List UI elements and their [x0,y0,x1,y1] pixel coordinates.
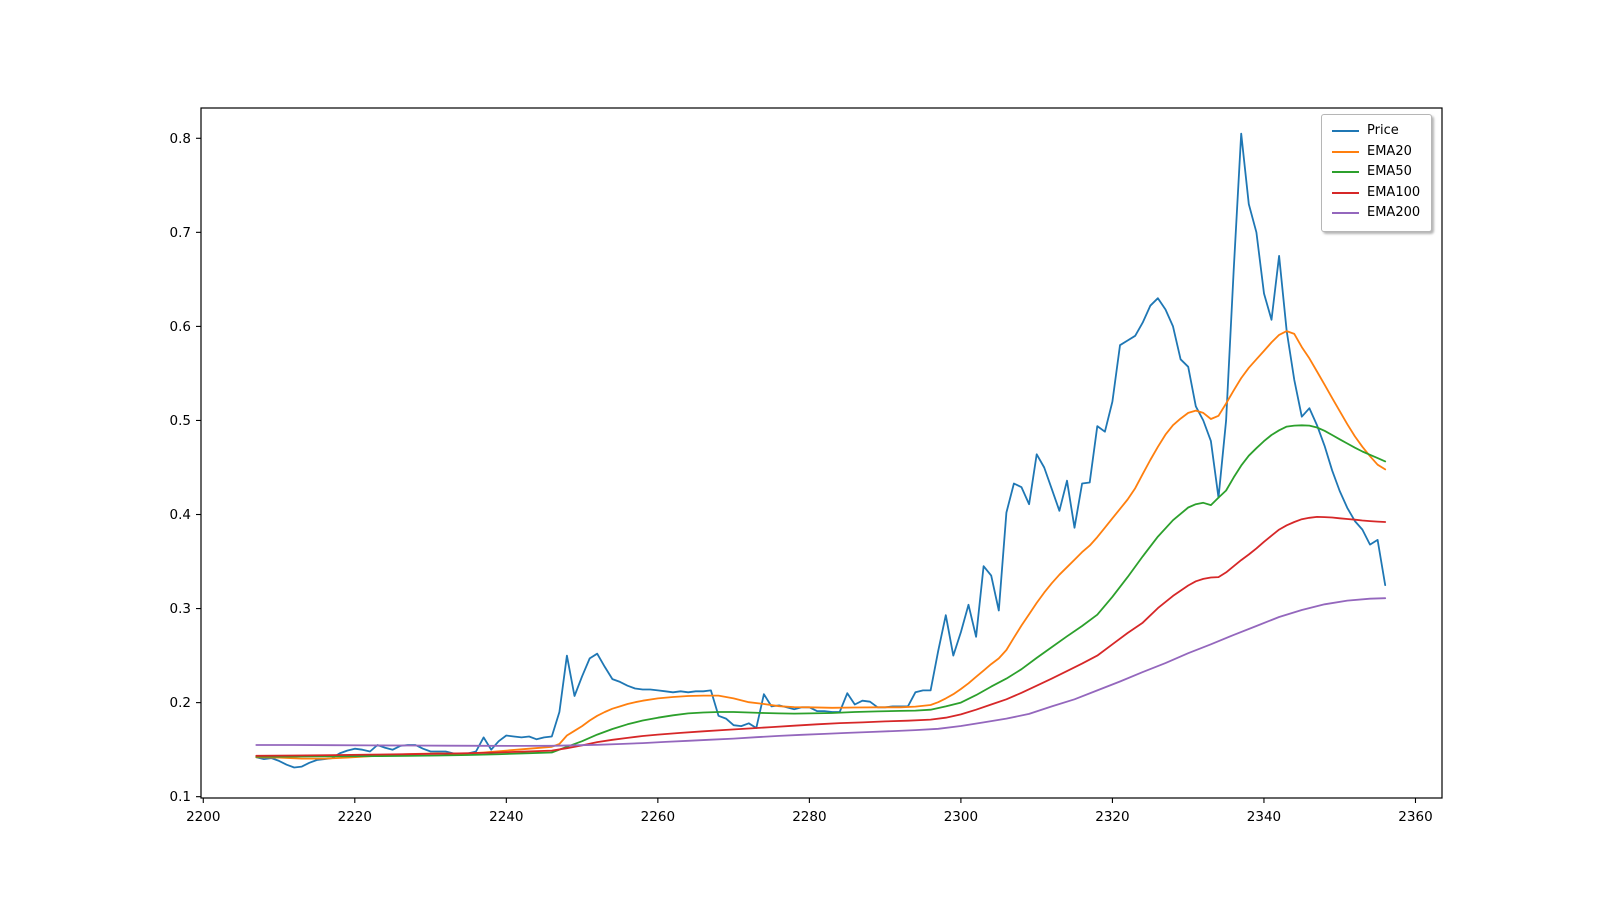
legend-line-sample [1332,171,1359,174]
legend: Price EMA20 EMA50 EMA100 EMA200 [1321,114,1433,232]
line-ema50 [255,424,1387,758]
legend-label: EMA100 [1367,184,1421,200]
x-tick-label: 2300 [944,809,978,825]
legend-line-sample [1332,212,1359,215]
legend-label: EMA50 [1367,164,1412,180]
y-tick-label: 0.6 [170,319,191,335]
legend-item-price: Price [1332,121,1420,142]
axis-tick-labels: 2200 2220 2240 2260 2280 2300 2320 2340 2360 0.1 0… [170,131,1433,825]
x-tick-label: 2280 [792,809,826,825]
plot-border [200,107,1443,799]
y-tick-label: 0.7 [170,225,191,241]
x-tick-label: 2240 [489,809,523,825]
series-lines [255,132,1387,769]
legend-item-ema100: EMA100 [1332,183,1420,204]
x-tick-label: 2340 [1247,809,1281,825]
legend-label: EMA20 [1367,143,1412,159]
legend-label: EMA200 [1367,205,1421,221]
x-tick-label: 2360 [1398,809,1432,825]
legend-line-sample [1332,130,1359,133]
line-ema100 [255,516,1387,757]
y-tick-label: 0.4 [170,507,191,523]
y-tick-label: 0.8 [170,131,191,147]
x-tick-label: 2220 [338,809,372,825]
line-ema200 [255,597,1387,747]
legend-item-ema200: EMA200 [1332,203,1420,224]
legend-label: Price [1367,123,1399,139]
x-tick-label: 2260 [641,809,675,825]
line-ema20 [255,330,1387,760]
y-tick-label: 0.2 [170,695,191,711]
y-tick-label: 0.1 [170,789,191,805]
legend-line-sample [1332,191,1359,194]
x-tick-label: 2200 [186,809,220,825]
legend-item-ema20: EMA20 [1332,142,1420,163]
legend-item-ema50: EMA50 [1332,162,1420,183]
y-tick-label: 0.5 [170,413,191,429]
legend-line-sample [1332,150,1359,153]
y-tick-label: 0.3 [170,601,191,617]
line-price [255,132,1387,769]
x-tick-label: 2320 [1095,809,1129,825]
axis-ticks [196,137,1417,803]
